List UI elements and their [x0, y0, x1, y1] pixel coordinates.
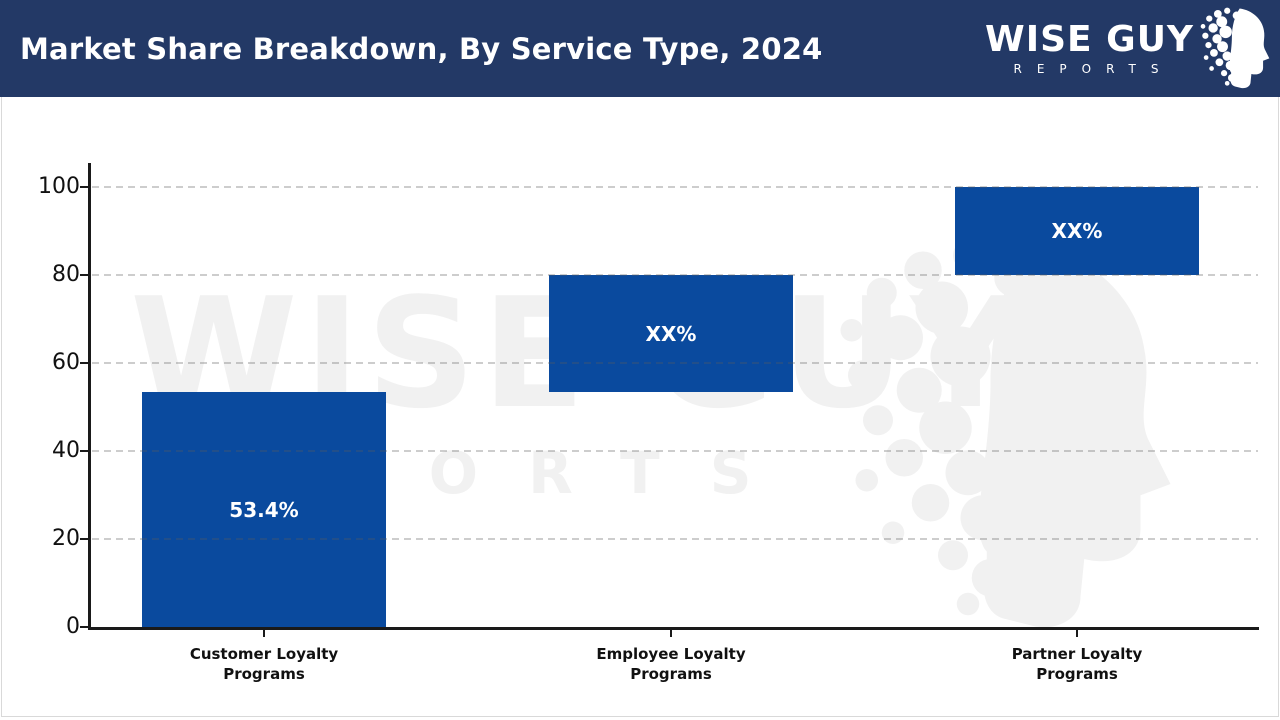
chart-area: WISE GUY REPORTS 0 20 40 60 80 100 53.4% XX% XX%…: [0, 97, 1280, 720]
bar-customer-loyalty-programs: 53.4%: [142, 392, 386, 627]
gridline-60: [92, 362, 1258, 364]
x-axis-tick-mark: [1076, 630, 1078, 637]
face-profile-logo-icon: [1200, 7, 1270, 88]
y-axis-line: [88, 163, 91, 630]
x-axis-category-label: Partner Loyalty Programs: [1011, 645, 1143, 683]
y-axis-tick-mark: [80, 362, 89, 364]
bar-value-label: 53.4%: [229, 497, 299, 522]
plot-area: 0 20 40 60 80 100 53.4% XX% XX% Customer Loyalty …: [0, 97, 1280, 720]
page-title: Market Share Breakdown, By Service Type,…: [20, 31, 823, 66]
x-axis-category-label: Employee Loyalty Programs: [596, 645, 746, 683]
y-axis-tick-mark: [80, 538, 89, 540]
x-axis-tick-mark: [263, 630, 265, 637]
y-axis-tick-label: 40: [52, 438, 80, 463]
bar-partner-loyalty-programs: XX%: [955, 187, 1199, 275]
header: Market Share Breakdown, By Service Type,…: [0, 0, 1280, 97]
gridline-20: [92, 538, 1258, 540]
x-axis-tick-mark: [670, 630, 672, 637]
gridline-100: [92, 186, 1258, 188]
bar-value-label: XX%: [645, 321, 697, 346]
bar-employee-loyalty-programs: XX%: [549, 275, 793, 393]
y-axis-tick-mark: [80, 626, 89, 628]
brand-subtitle: REPORTS: [1013, 61, 1174, 76]
y-axis-tick-label: 20: [52, 526, 80, 551]
gridline-80: [92, 274, 1258, 276]
y-axis-tick-mark: [80, 186, 89, 188]
y-axis-tick-label: 60: [52, 350, 80, 375]
bar-value-label: XX%: [1051, 219, 1103, 243]
brand-logo: WISE GUY REPORTS: [985, 5, 1274, 93]
x-axis-line: [88, 627, 1259, 630]
y-axis-tick-label: 0: [66, 614, 80, 639]
y-axis-tick-mark: [80, 450, 89, 452]
brand-name: WISE GUY: [984, 18, 1194, 60]
y-axis-tick-label: 100: [38, 174, 80, 199]
y-axis-tick-mark: [80, 274, 89, 276]
x-axis-category-label: Customer Loyalty Programs: [189, 645, 339, 683]
y-axis-tick-label: 80: [52, 262, 80, 287]
gridline-40: [92, 450, 1258, 452]
